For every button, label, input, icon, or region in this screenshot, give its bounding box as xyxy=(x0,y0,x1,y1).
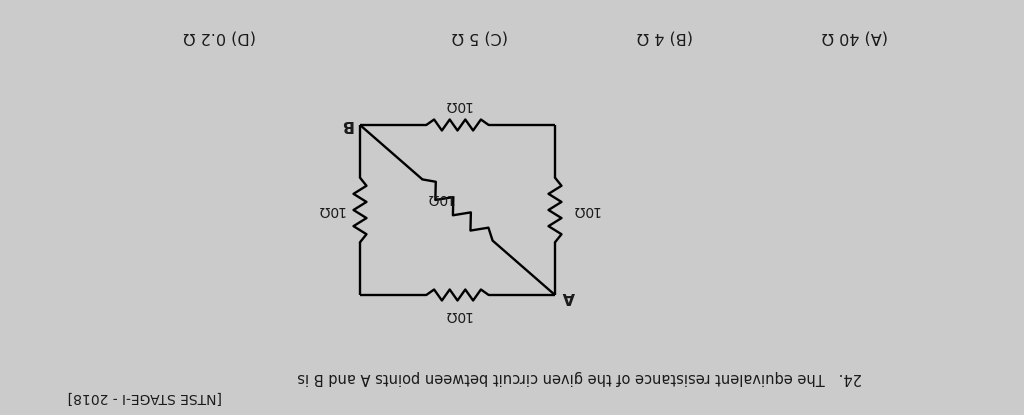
Text: B: B xyxy=(340,117,352,132)
Text: 10Ω: 10Ω xyxy=(443,308,472,322)
Text: 10Ω: 10Ω xyxy=(443,98,472,112)
Text: (B) 4 Ω: (B) 4 Ω xyxy=(637,29,693,44)
Text: 10Ω: 10Ω xyxy=(425,191,454,205)
Text: (D) 0.2 Ω: (D) 0.2 Ω xyxy=(183,29,256,44)
Text: A: A xyxy=(563,288,575,303)
Text: (C) 5 Ω: (C) 5 Ω xyxy=(452,29,508,44)
Text: (A) 40 Ω: (A) 40 Ω xyxy=(822,29,888,44)
Text: 24.   The equivalent resistance of the given circuit between points A and B is: 24. The equivalent resistance of the giv… xyxy=(298,369,862,385)
Text: 10Ω: 10Ω xyxy=(570,203,599,217)
Text: 10Ω: 10Ω xyxy=(315,203,344,217)
Text: [NTSE STAGE-I - 2018]: [NTSE STAGE-I - 2018] xyxy=(68,390,222,404)
